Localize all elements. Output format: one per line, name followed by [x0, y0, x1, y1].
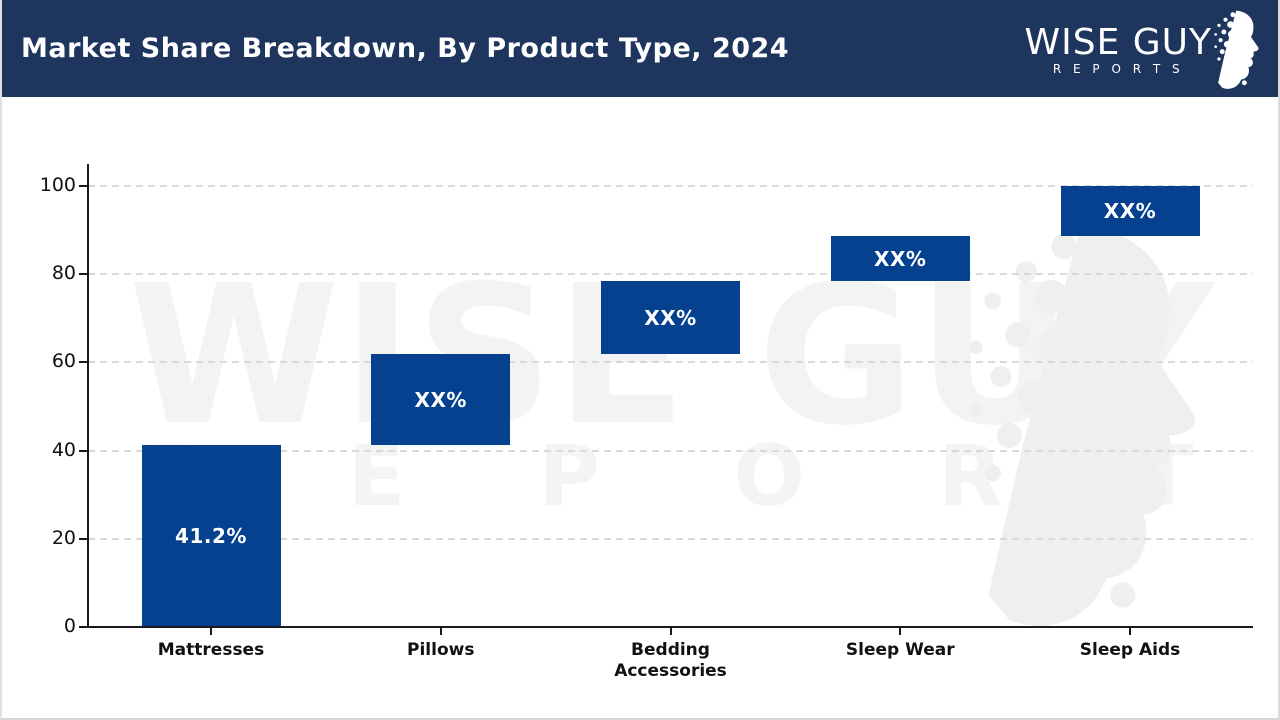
y-axis-tick-label: 20 — [51, 526, 76, 549]
bar-value-label: XX% — [414, 387, 467, 412]
bar-sleep-wear: XX% — [830, 236, 970, 282]
x-axis-tick — [439, 627, 442, 635]
category-label-1: Mattresses — [157, 640, 265, 660]
header-bar: Market Share Breakdown, By Product Type,… — [0, 0, 1280, 97]
bar-value-label: XX% — [1103, 199, 1157, 224]
y-axis-tick — [79, 537, 87, 540]
y-axis-tick-label: 60 — [51, 350, 76, 373]
head-profile-logo-icon — [1214, 10, 1259, 89]
logo-text: WISE GUY R E P O R T S — [1024, 21, 1213, 77]
y-axis-tick-label: 80 — [51, 262, 76, 285]
y-axis-tick — [79, 185, 87, 187]
bar-value-label: XX% — [874, 246, 927, 271]
gridline-100 — [88, 185, 1253, 187]
bar-bedding-accessories: XX% — [601, 281, 740, 355]
bar-pillows: XX% — [371, 354, 511, 446]
gridline-60 — [88, 361, 1253, 364]
bar-value-label: XX% — [644, 305, 697, 330]
y-axis-tick-label: 0 — [63, 615, 76, 637]
bar-value-label: 41.2% — [175, 524, 247, 549]
wise-guy-logo: WISE GUY R E P O R T S — [1025, 6, 1267, 94]
gridline-80 — [88, 273, 1253, 276]
watermark-head-icon — [969, 225, 1196, 627]
x-axis-tick — [899, 627, 902, 635]
y-axis-tick-label: 40 — [51, 438, 76, 461]
category-label-5: Sleep Aids — [1079, 640, 1181, 660]
y-axis-tick — [79, 626, 87, 628]
gridline-20 — [88, 537, 1253, 540]
logo-wordmark: WISE GUY — [1024, 21, 1212, 63]
y-axis-tick-label: 100 — [39, 174, 76, 196]
logo-subtitle: R E P O R T S — [1052, 62, 1184, 77]
category-label-2: Pillows — [407, 640, 475, 660]
x-axis-tick — [669, 627, 672, 635]
bar-mattresses: 41.2% — [141, 445, 281, 627]
category-label-3: Bedding Accessories — [614, 640, 727, 682]
bar-sleep-aids: XX% — [1060, 186, 1200, 237]
category-label-4: Sleep Wear — [845, 640, 955, 660]
y-axis-line — [87, 164, 89, 628]
y-axis-tick — [79, 273, 87, 276]
x-axis-tick — [210, 627, 212, 635]
chart-title: Market Share Breakdown, By Product Type,… — [21, 33, 790, 64]
gridline-40 — [88, 449, 1253, 452]
y-axis-tick — [79, 361, 87, 364]
chart-area: WISE GUY R E P O R T S 02040608010041.2%… — [0, 97, 1280, 720]
x-axis-tick — [1129, 627, 1131, 635]
y-axis-tick — [79, 449, 87, 452]
